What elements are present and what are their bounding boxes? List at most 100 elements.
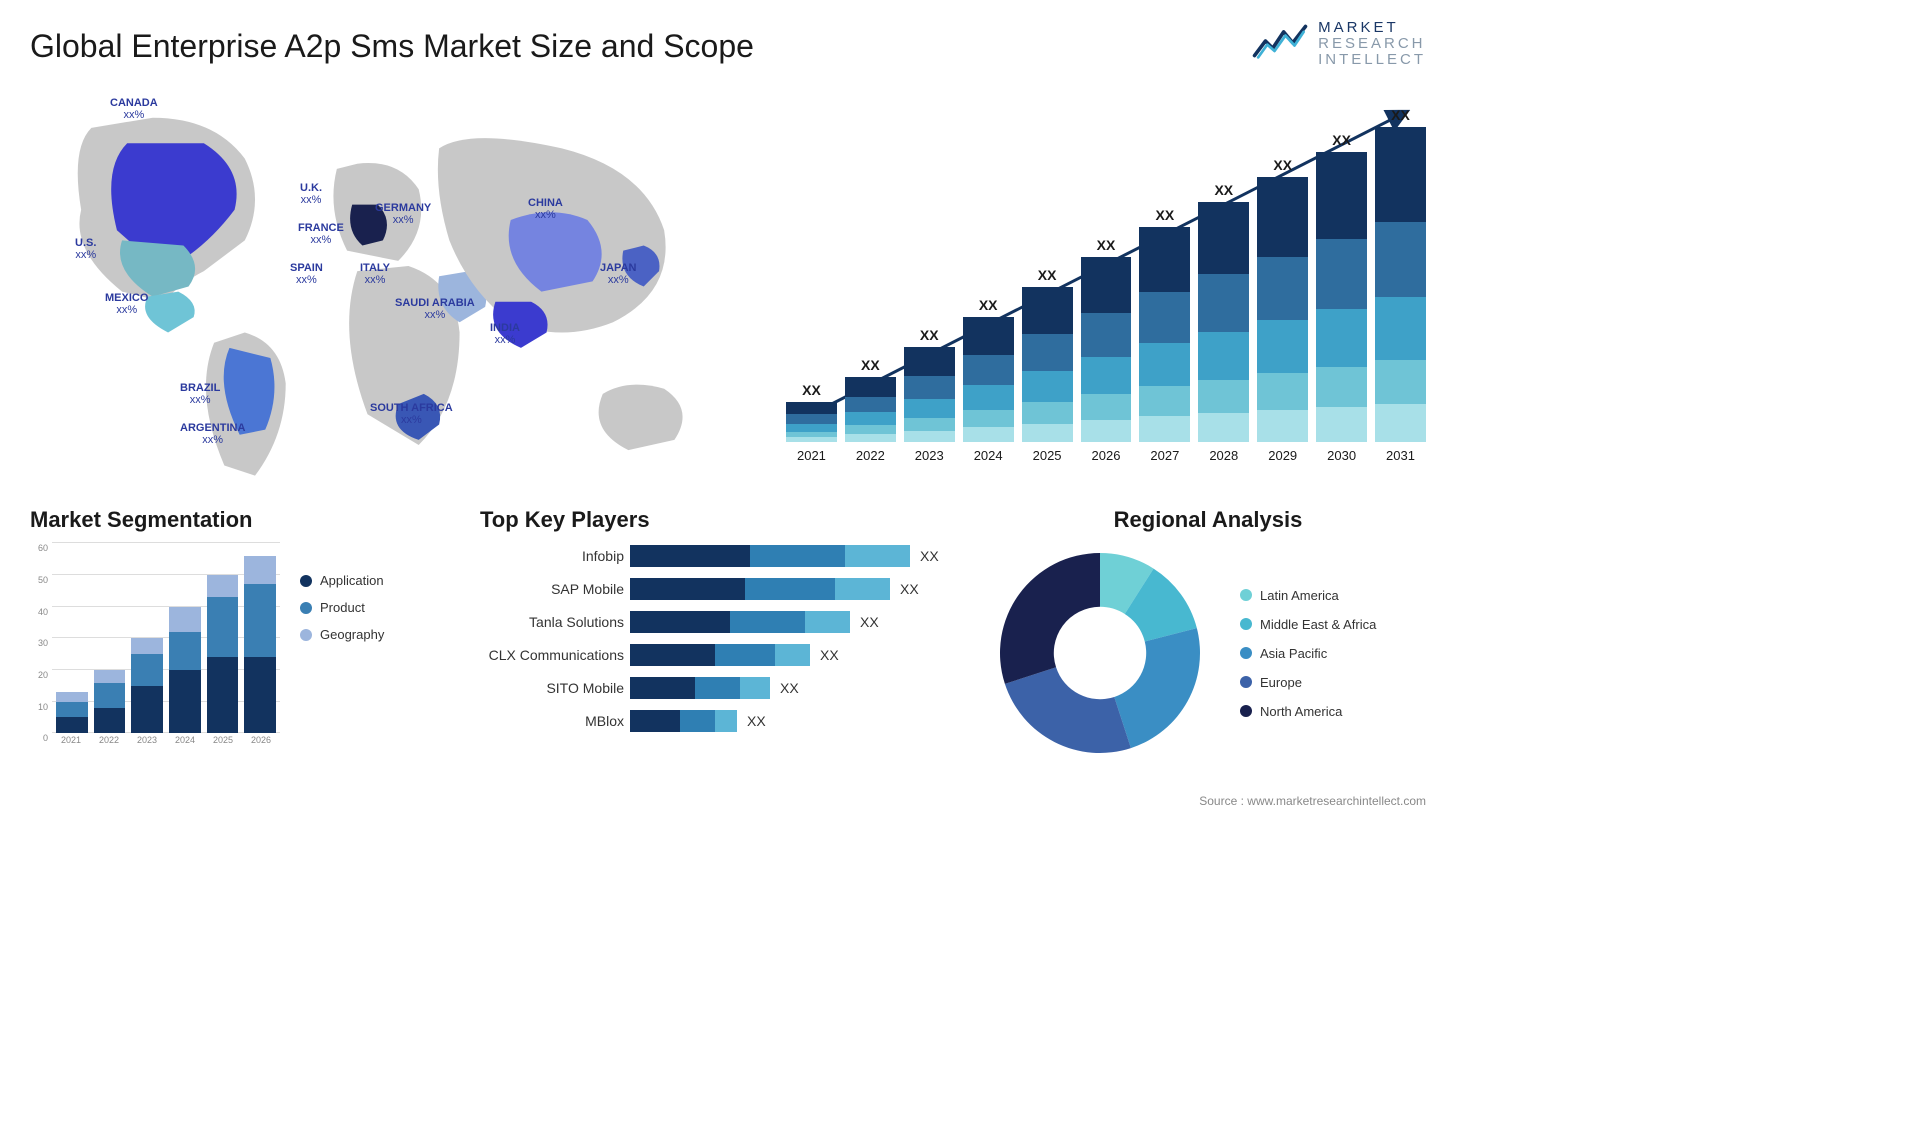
logo-line3: INTELLECT — [1318, 52, 1426, 68]
map-label: ARGENTINAxx% — [180, 422, 245, 446]
legend-dot-icon — [300, 602, 312, 614]
legend-dot-icon — [300, 575, 312, 587]
segmentation-ytick: 50 — [38, 575, 48, 585]
player-name: SITO Mobile — [480, 680, 630, 696]
player-value: XX — [860, 614, 879, 630]
player-value: XX — [920, 548, 939, 564]
segmentation-bar — [94, 670, 126, 733]
forecast-bar: XX2030 — [1316, 132, 1367, 463]
player-row: SAP Mobile XX — [480, 576, 960, 601]
forecast-bar-year: 2027 — [1150, 448, 1179, 463]
forecast-bar-label: XX — [802, 382, 821, 398]
forecast-bar: XX2023 — [904, 327, 955, 463]
forecast-bar-label: XX — [861, 357, 880, 373]
segmentation-bar — [56, 692, 88, 733]
player-bar — [630, 644, 810, 666]
map-label: GERMANYxx% — [375, 202, 431, 226]
map-label: U.S.xx% — [75, 237, 96, 261]
player-value: XX — [820, 647, 839, 663]
segmentation-ytick: 10 — [38, 702, 48, 712]
legend-dot-icon — [1240, 676, 1252, 688]
segmentation-xlabel: 2024 — [166, 735, 204, 753]
player-row: CLX Communications XX — [480, 642, 960, 667]
forecast-bar: XX 2022 — [845, 357, 896, 463]
legend-label: North America — [1260, 704, 1342, 719]
forecast-bar-label: XX — [1038, 267, 1057, 283]
player-name: SAP Mobile — [480, 581, 630, 597]
forecast-bar: XX2024 — [963, 297, 1014, 463]
segmentation-legend: Application Product Geography — [300, 543, 384, 753]
forecast-bar-year: 2021 — [797, 448, 826, 463]
legend-item: Application — [300, 573, 384, 588]
player-value: XX — [747, 713, 766, 729]
legend-item: Middle East & Africa — [1240, 617, 1376, 632]
logo-line1: MARKET — [1318, 20, 1426, 36]
legend-label: Geography — [320, 627, 384, 642]
regional-title: Regional Analysis — [990, 507, 1426, 533]
legend-label: Latin America — [1260, 588, 1339, 603]
player-name: CLX Communications — [480, 647, 630, 663]
legend-item: Product — [300, 600, 384, 615]
player-name: MBlox — [480, 713, 630, 729]
forecast-bar: XX 2031 — [1375, 107, 1426, 463]
forecast-bar: XX2029 — [1257, 157, 1308, 463]
forecast-bar-label: XX — [1391, 107, 1410, 123]
page-title: Global Enterprise A2p Sms Market Size an… — [30, 28, 754, 65]
regional-analysis-panel: Regional Analysis Latin America Middle Ea… — [990, 507, 1426, 777]
donut-slice — [1000, 553, 1100, 684]
legend-item: Asia Pacific — [1240, 646, 1376, 661]
player-name: Tanla Solutions — [480, 614, 630, 630]
segmentation-panel: Market Segmentation 0102030405060 202120… — [30, 507, 450, 777]
forecast-bar-label: XX — [979, 297, 998, 313]
map-label: FRANCExx% — [298, 222, 344, 246]
segmentation-bar — [244, 556, 276, 733]
map-label: BRAZILxx% — [180, 382, 220, 406]
forecast-bar: XX 2028 — [1198, 182, 1249, 463]
forecast-bar: XX2025 — [1022, 267, 1073, 463]
legend-dot-icon — [1240, 618, 1252, 630]
map-label: CHINAxx% — [528, 197, 563, 221]
segmentation-ytick: 20 — [38, 670, 48, 680]
forecast-bar-year: 2028 — [1209, 448, 1238, 463]
regional-donut-chart — [990, 543, 1210, 763]
player-row: InfobipXX — [480, 543, 960, 568]
map-label: MEXICOxx% — [105, 292, 148, 316]
legend-dot-icon — [1240, 647, 1252, 659]
player-value: XX — [780, 680, 799, 696]
segmentation-xlabel: 2022 — [90, 735, 128, 753]
segmentation-ytick: 30 — [38, 638, 48, 648]
map-label: U.K.xx% — [300, 182, 322, 206]
logo-line2: RESEARCH — [1318, 36, 1426, 52]
forecast-bar: XX 2026 — [1081, 237, 1132, 463]
segmentation-bar — [169, 607, 201, 734]
forecast-bar-label: XX — [1214, 182, 1233, 198]
forecast-bar-year: 2026 — [1092, 448, 1121, 463]
source-attribution: Source : www.marketresearchintellect.com — [1199, 794, 1426, 808]
forecast-bar-year: 2022 — [856, 448, 885, 463]
segmentation-ytick: 60 — [38, 543, 48, 553]
legend-dot-icon — [1240, 705, 1252, 717]
forecast-bar-label: XX — [1156, 207, 1175, 223]
forecast-bar-year: 2031 — [1386, 448, 1415, 463]
player-row: SITO Mobile XX — [480, 675, 960, 700]
forecast-bar-label: XX — [1097, 237, 1116, 253]
segmentation-chart: 0102030405060 202120222023202420252026 — [30, 543, 280, 753]
player-row: MBlox XX — [480, 708, 960, 733]
legend-label: Asia Pacific — [1260, 646, 1327, 661]
map-label: INDIAxx% — [490, 322, 520, 346]
legend-label: Europe — [1260, 675, 1302, 690]
player-value: XX — [900, 581, 919, 597]
map-label: JAPANxx% — [600, 262, 636, 286]
key-players-title: Top Key Players — [480, 507, 960, 533]
key-players-panel: Top Key Players InfobipXX SAP Mobile XX Tan… — [480, 507, 960, 777]
forecast-bar-label: XX — [1332, 132, 1351, 148]
segmentation-bar — [207, 575, 239, 733]
legend-label: Application — [320, 573, 384, 588]
segmentation-ytick: 40 — [38, 607, 48, 617]
donut-slice — [1114, 628, 1200, 748]
legend-dot-icon — [1240, 589, 1252, 601]
world-map-panel: CANADAxx%U.S.xx%MEXICOxx%BRAZILxx%ARGENT… — [30, 87, 746, 487]
forecast-bar: XX 2027 — [1139, 207, 1190, 463]
map-label: ITALYxx% — [360, 262, 390, 286]
regional-legend: Latin America Middle East & Africa Asia Pa… — [1240, 588, 1376, 719]
